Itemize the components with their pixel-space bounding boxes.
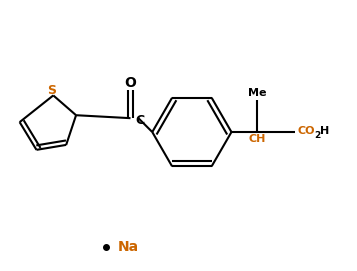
Text: C: C (135, 114, 145, 127)
Text: CO: CO (298, 126, 316, 136)
Text: CH: CH (248, 134, 266, 144)
Text: 2: 2 (315, 131, 321, 140)
Text: H: H (320, 126, 329, 136)
Text: Me: Me (248, 88, 266, 98)
Text: O: O (125, 76, 136, 89)
Text: S: S (47, 84, 56, 97)
Text: Na: Na (117, 240, 139, 254)
